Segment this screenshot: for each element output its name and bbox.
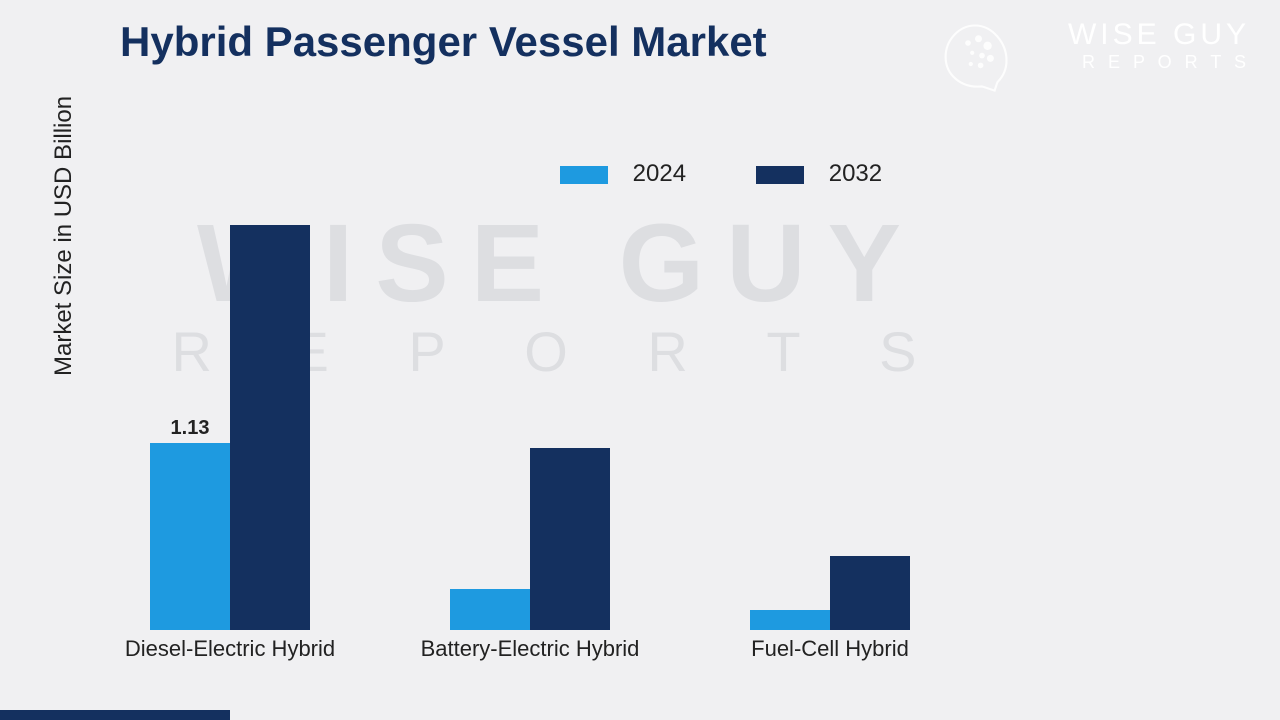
bar-2024-fuelcell	[750, 610, 830, 630]
brand-line2: R E P O R T S	[1068, 52, 1250, 73]
bar-2032-diesel	[230, 225, 310, 630]
legend-item-2024: 2024	[560, 160, 686, 188]
data-label-0-2024: 1.13	[150, 417, 230, 440]
legend: 2024 2032	[560, 160, 882, 188]
plot-area: 1.13 Diesel-Electric Hybrid Battery-Elec…	[110, 200, 1010, 630]
bar-2032-battery	[530, 448, 610, 630]
legend-item-2032: 2032	[756, 160, 882, 188]
brand-line1: WISE GUY	[1068, 18, 1250, 52]
legend-label-2032: 2032	[829, 160, 882, 187]
y-axis-label: Market Size in USD Billion	[50, 96, 78, 376]
bar-2024-battery	[450, 589, 530, 630]
brand-head-icon	[940, 22, 1010, 92]
legend-swatch-2024	[560, 166, 608, 184]
category-label-1: Battery-Electric Hybrid	[415, 630, 645, 661]
brand-block: WISE GUY R E P O R T S	[1068, 18, 1250, 73]
chart-canvas: WISE GUY R E P O R T S Hybrid Passenger …	[0, 0, 1280, 720]
legend-swatch-2032	[756, 166, 804, 184]
legend-label-2024: 2024	[633, 160, 686, 187]
bar-2024-diesel: 1.13	[150, 443, 230, 630]
category-label-2: Fuel-Cell Hybrid	[715, 630, 945, 661]
chart-title: Hybrid Passenger Vessel Market	[120, 18, 767, 66]
bar-2032-fuelcell	[830, 556, 910, 630]
category-label-0: Diesel-Electric Hybrid	[115, 630, 345, 661]
bottom-accent-bar	[0, 710, 230, 720]
